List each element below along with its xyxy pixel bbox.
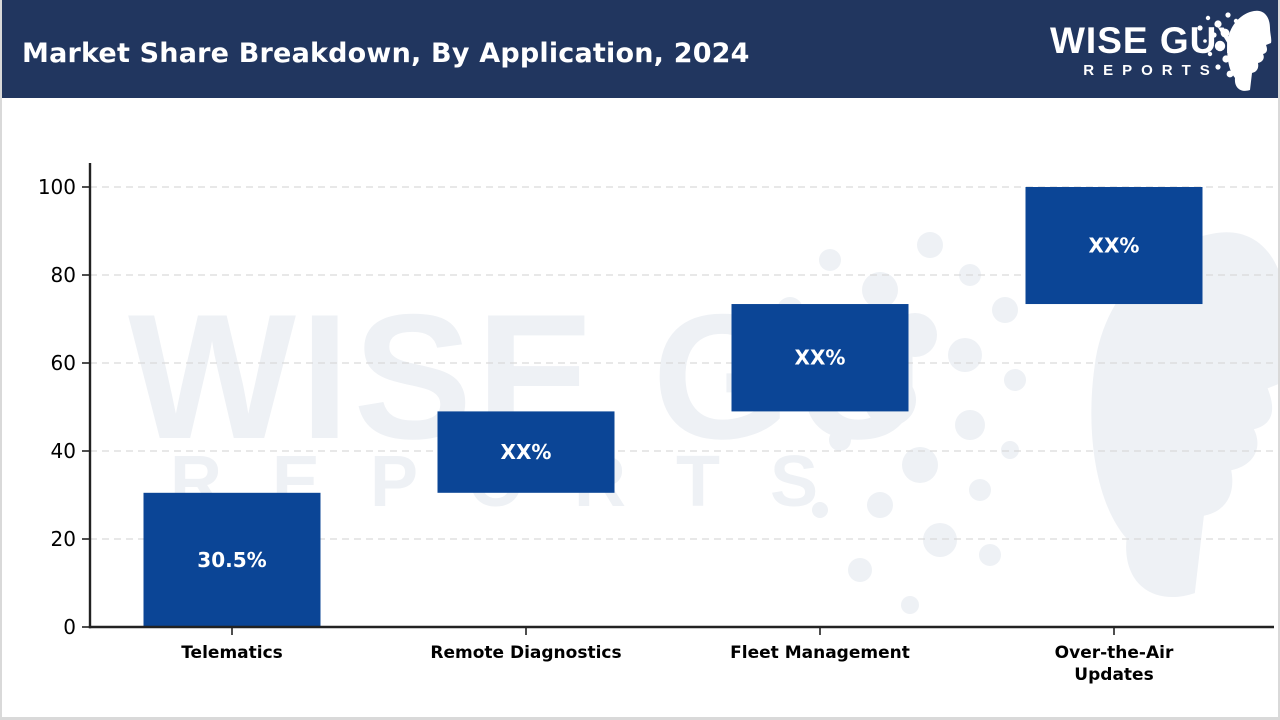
bar-fleet-management (731, 304, 909, 412)
y-tick-label-0: 0 (63, 615, 76, 639)
bar-telematics (143, 492, 321, 627)
bar-remote-diagnostics (437, 411, 615, 493)
brand-subtitle: REPORTS (1083, 62, 1219, 79)
y-tick-label-80: 80 (51, 263, 76, 287)
bar-over-the-air-updates (1025, 187, 1203, 305)
y-tick-label-100: 100 (38, 175, 76, 199)
page-title: Market Share Breakdown, By Application, … (22, 37, 750, 69)
y-tick-label-60: 60 (51, 351, 76, 375)
logo-face-icon (1197, 10, 1272, 91)
x-tick-label-over-the-air-updates: Over-the-Air Updates (1055, 643, 1174, 685)
x-tick-label-fleet-management: Fleet Management (730, 643, 910, 663)
bar-value-label-fleet-management: XX% (795, 346, 846, 370)
bar-value-label-telematics: 30.5% (197, 548, 266, 572)
brand-logo: WISE GUY REPORTS (1022, 6, 1272, 94)
y-tick-label-40: 40 (51, 439, 76, 463)
x-tick-label-remote-diagnostics: Remote Diagnostics (430, 643, 621, 663)
bar-value-label-remote-diagnostics: XX% (501, 440, 552, 464)
bar-value-label-over-the-air-updates: XX% (1089, 234, 1140, 258)
waterfall-plot: 30.5% XX% XX% XX% 0 20 40 60 80 100 Telematics Remo… (38, 163, 1274, 685)
x-tick-label-telematics: Telematics (181, 643, 283, 663)
brand-logo-text: WISE GUY REPORTS (1050, 22, 1243, 79)
header-bar: Market Share Breakdown, By Application, … (2, 0, 1278, 98)
y-tick-label-20: 20 (51, 527, 76, 551)
chart-area: WISE GU REPORTS 30.5%XX%XX%XX%0204060801… (2, 98, 1278, 717)
